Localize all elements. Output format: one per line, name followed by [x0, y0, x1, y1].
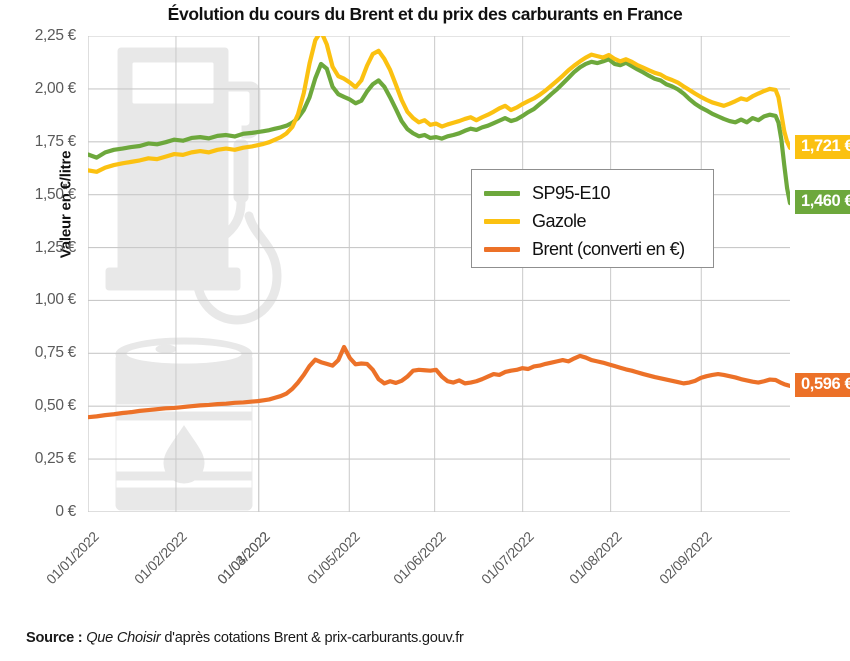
legend-label-gazole: Gazole [532, 210, 587, 231]
brent-end-value-tag: 0,596 € [795, 372, 850, 398]
source-publication: Que Choisir [86, 630, 161, 646]
plot-area [88, 36, 790, 512]
y-tick-label: 0,25 € [34, 450, 77, 468]
y-tick-label: 2,25 € [34, 27, 77, 44]
y-tick-label: 1,75 € [34, 132, 77, 150]
legend-entry-sp95: SP95-E10 [484, 179, 701, 207]
gazole-end-value-tag: 1,721 € [795, 134, 850, 160]
legend-swatch-brent [484, 246, 520, 252]
sp95-end-value-tag: 1,460 € [795, 190, 850, 215]
source-label: Source : [26, 630, 83, 646]
y-tick-label: 1,50 € [34, 185, 77, 203]
y-tick-label: 1,00 € [34, 291, 77, 309]
y-tick-label: 0 € [55, 503, 76, 520]
source-note: Source : Que Choisir d'après cotations B… [26, 630, 464, 646]
oil-barrel-watermark [115, 337, 253, 511]
legend-swatch-gazole [484, 218, 520, 224]
chart-title: Évolution du cours du Brent et du prix d… [167, 4, 683, 24]
legend-label-sp95: SP95-E10 [532, 182, 611, 203]
source-rest: d'après cotations Brent & prix-carburant… [160, 630, 464, 646]
y-axis-title: Valeur en €/litre [57, 150, 75, 259]
y-tick-label: 2,00 € [34, 79, 77, 97]
y-tick-label: 1,25 € [34, 238, 77, 256]
y-tick-label: 0,75 € [34, 344, 77, 362]
chart-legend: SP95-E10 Gazole Brent (converti en €) [471, 169, 714, 268]
legend-swatch-sp95 [484, 190, 520, 196]
plot-canvas [88, 36, 790, 512]
data-series [88, 36, 790, 420]
y-tick-label: 0,50 € [34, 397, 77, 415]
legend-entry-brent: Brent (converti en €) [484, 235, 701, 263]
legend-label-brent: Brent (converti en €) [532, 238, 685, 259]
legend-entry-gazole: Gazole [484, 207, 701, 235]
